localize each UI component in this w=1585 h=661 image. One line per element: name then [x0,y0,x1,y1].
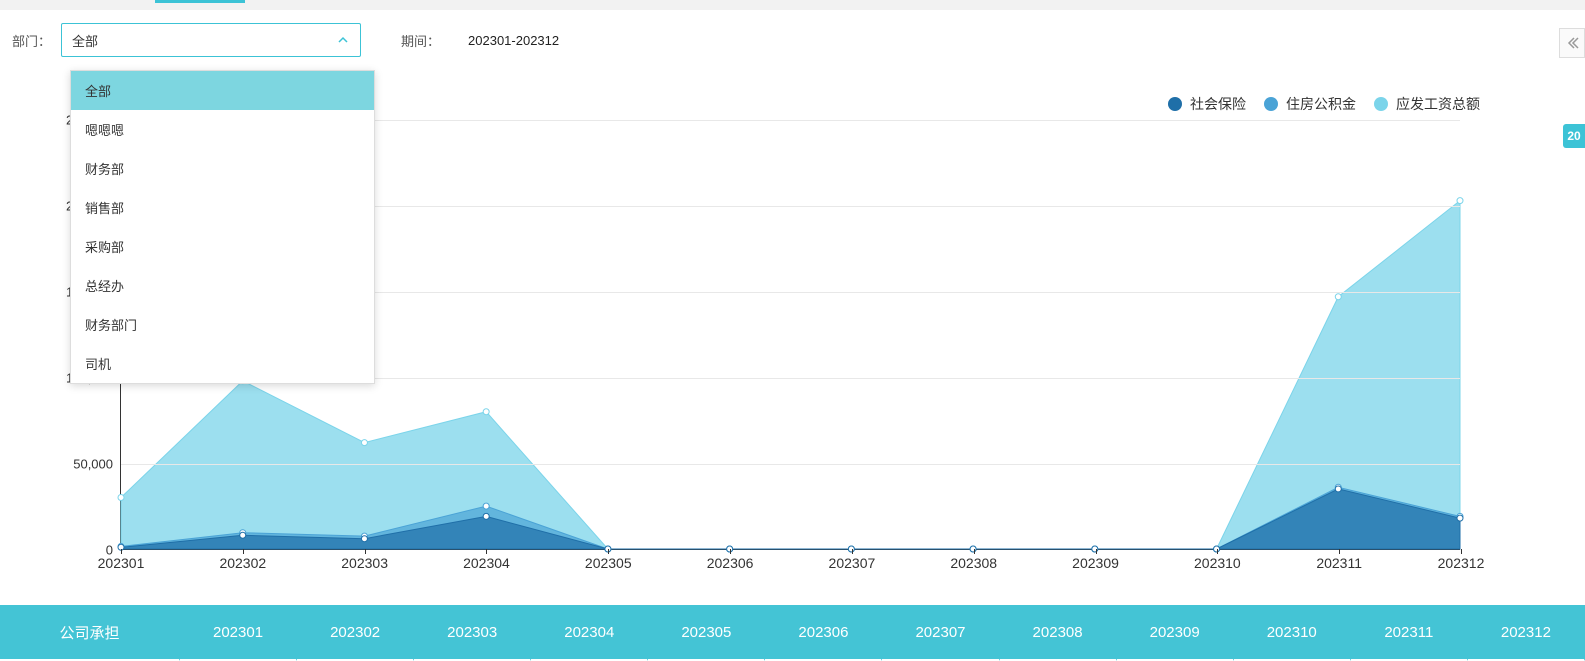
table-column-header[interactable]: 202309 [1117,605,1234,661]
chevron-up-icon [336,33,350,47]
table-header-row: 公司承担202301202302202303202304202305202306… [0,605,1585,661]
chart-marker[interactable] [1457,198,1463,204]
table-column-header[interactable]: 202305 [648,605,765,661]
period-label: 期间： [401,31,440,50]
legend-item[interactable]: 应发工资总额 [1374,94,1480,114]
table-row-header: 公司承担 [0,605,180,661]
chart-marker[interactable] [483,513,489,519]
chart-legend: 社会保险 住房公积金 应发工资总额 [1168,94,1480,114]
x-axis-label: 202307 [829,549,876,571]
dept-option[interactable]: 销售部 [71,188,374,227]
chart-marker[interactable] [1335,486,1341,492]
chart-marker[interactable] [1335,294,1341,300]
dept-option[interactable]: 总经办 [71,266,374,305]
dept-label: 部门： [12,31,51,50]
chart-marker[interactable] [361,440,367,446]
period-value: 202301-202312 [468,33,559,48]
dept-option[interactable]: 全部 [71,71,374,110]
table-column-header[interactable]: 202310 [1234,605,1351,661]
x-axis-label: 202303 [341,549,388,571]
legend-label: 应发工资总额 [1396,94,1480,114]
legend-item[interactable]: 住房公积金 [1264,94,1356,114]
legend-item[interactable]: 社会保险 [1168,94,1246,114]
legend-swatch [1168,97,1182,111]
gridline [121,464,1460,465]
chart-marker[interactable] [118,495,124,501]
chart-marker[interactable] [240,532,246,538]
dept-option[interactable]: 财务部门 [71,305,374,344]
y-axis-label: 50,000 [73,457,121,472]
legend-label: 社会保险 [1190,94,1246,114]
dept-option[interactable]: 采购部 [71,227,374,266]
dept-option[interactable]: 嗯嗯嗯 [71,110,374,149]
side-tag[interactable]: 20 [1563,124,1585,148]
dept-dropdown: 全部嗯嗯嗯财务部销售部采购部总经办财务部门司机 [70,70,375,384]
chart-marker[interactable] [361,536,367,542]
table-column-header[interactable]: 202304 [531,605,648,661]
top-strip [0,0,1585,10]
table-column-header[interactable]: 202312 [1468,605,1585,661]
table-column-header[interactable]: 202311 [1351,605,1468,661]
legend-swatch [1264,97,1278,111]
expand-panel-button[interactable] [1559,28,1585,58]
x-axis-label: 202311 [1316,549,1362,571]
x-axis-label: 202309 [1072,549,1119,571]
chart-marker[interactable] [483,503,489,509]
table-column-header[interactable]: 202301 [180,605,297,661]
x-axis-label: 202301 [98,549,145,571]
chart-marker[interactable] [483,409,489,415]
x-axis-label: 202304 [463,549,510,571]
x-axis-label: 202312 [1438,549,1485,571]
active-tab-indicator [155,0,245,3]
x-axis-label: 202305 [585,549,632,571]
table-column-header[interactable]: 202303 [414,605,531,661]
x-axis-label: 202302 [219,549,266,571]
table-column-header[interactable]: 202308 [1000,605,1117,661]
table-column-header[interactable]: 202307 [882,605,999,661]
dept-option[interactable]: 司机 [71,344,374,383]
x-axis-label: 202308 [950,549,997,571]
x-axis-label: 202310 [1194,549,1241,571]
dept-option[interactable]: 财务部 [71,149,374,188]
filter-bar: 部门： 全部 期间： 202301-202312 [0,10,1585,70]
dept-select-value: 全部 [72,31,336,50]
table-column-header[interactable]: 202302 [297,605,414,661]
legend-label: 住房公积金 [1286,94,1356,114]
x-axis-label: 202306 [707,549,754,571]
chart-marker[interactable] [1457,515,1463,521]
legend-swatch [1374,97,1388,111]
dept-select[interactable]: 全部 [61,23,361,57]
table-column-header[interactable]: 202306 [765,605,882,661]
